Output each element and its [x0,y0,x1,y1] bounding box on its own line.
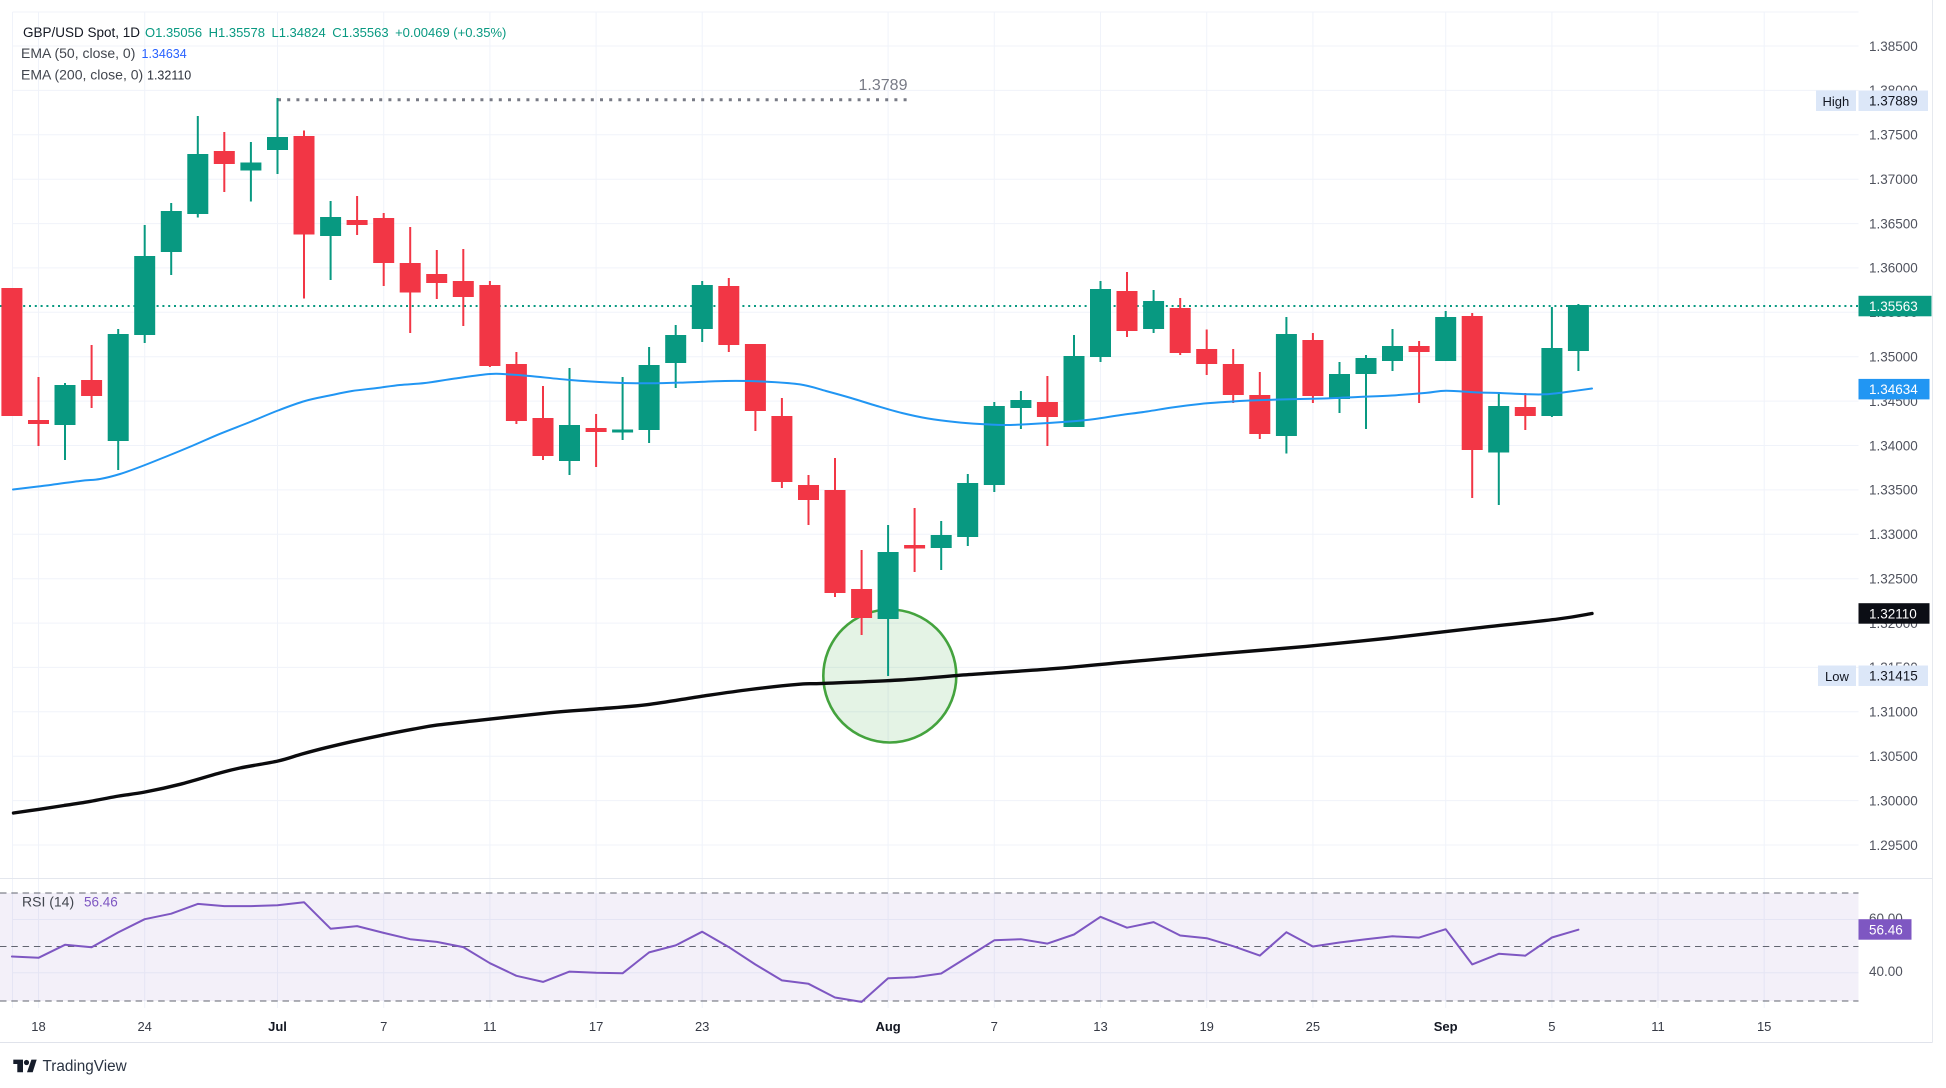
svg-text:1.32110: 1.32110 [1869,606,1917,621]
svg-text:1.34634: 1.34634 [1869,382,1918,397]
svg-text:1.29500: 1.29500 [1869,838,1918,853]
svg-text:5: 5 [1548,1019,1555,1034]
svg-text:25: 25 [1306,1019,1320,1034]
svg-text:40.00: 40.00 [1869,964,1903,979]
svg-text:High: High [1823,94,1850,109]
svg-text:1.36500: 1.36500 [1869,216,1918,231]
svg-text:1.31415: 1.31415 [1869,669,1918,684]
svg-text:TradingView: TradingView [43,1058,128,1075]
svg-text:56.46: 56.46 [84,895,118,910]
svg-text:15: 15 [1757,1019,1771,1034]
svg-text:1.37889: 1.37889 [1869,94,1918,109]
svg-text:1.30500: 1.30500 [1869,749,1918,764]
svg-text:1.37500: 1.37500 [1869,128,1918,143]
svg-text:7: 7 [991,1019,998,1034]
svg-text:GBP/USD Spot, 1D: GBP/USD Spot, 1D [23,25,140,40]
svg-text:EMA (200, close, 0): EMA (200, close, 0) [21,67,143,83]
svg-text:17: 17 [589,1019,603,1034]
svg-text:1.35000: 1.35000 [1869,350,1918,365]
svg-text:Sep: Sep [1434,1019,1458,1034]
svg-text:O1.35056 H1.35578 L1.34824 C1.: O1.35056 H1.35578 L1.34824 C1.35563 +0.0… [145,25,506,40]
svg-text:1.37000: 1.37000 [1869,172,1918,187]
svg-text:1.34634: 1.34634 [142,47,187,61]
svg-text:11: 11 [1651,1019,1665,1034]
svg-text:7: 7 [380,1019,387,1034]
svg-text:1.35563: 1.35563 [1869,299,1918,314]
svg-text:1.34000: 1.34000 [1869,438,1918,453]
svg-text:24: 24 [137,1019,151,1034]
svg-text:Aug: Aug [875,1019,900,1034]
svg-text:1.32500: 1.32500 [1869,572,1918,587]
svg-text:1.30000: 1.30000 [1869,793,1918,808]
svg-text:11: 11 [483,1019,497,1034]
svg-text:Low: Low [1825,669,1849,684]
svg-text:1.36000: 1.36000 [1869,261,1918,276]
svg-text:Jul: Jul [268,1019,287,1034]
svg-text:56.46: 56.46 [1869,922,1903,937]
svg-text:18: 18 [31,1019,45,1034]
svg-text:1.38500: 1.38500 [1869,39,1918,54]
svg-text:RSI (14): RSI (14) [22,894,74,910]
svg-text:1.32110: 1.32110 [147,69,191,83]
svg-text:EMA (50, close, 0): EMA (50, close, 0) [21,45,135,61]
svg-text:23: 23 [695,1019,709,1034]
svg-text:1.31000: 1.31000 [1869,705,1918,720]
svg-text:1.33000: 1.33000 [1869,527,1918,542]
svg-text:1.33500: 1.33500 [1869,483,1918,498]
svg-text:19: 19 [1199,1019,1213,1034]
svg-text:1.3789: 1.3789 [859,77,908,94]
svg-text:13: 13 [1093,1019,1107,1034]
